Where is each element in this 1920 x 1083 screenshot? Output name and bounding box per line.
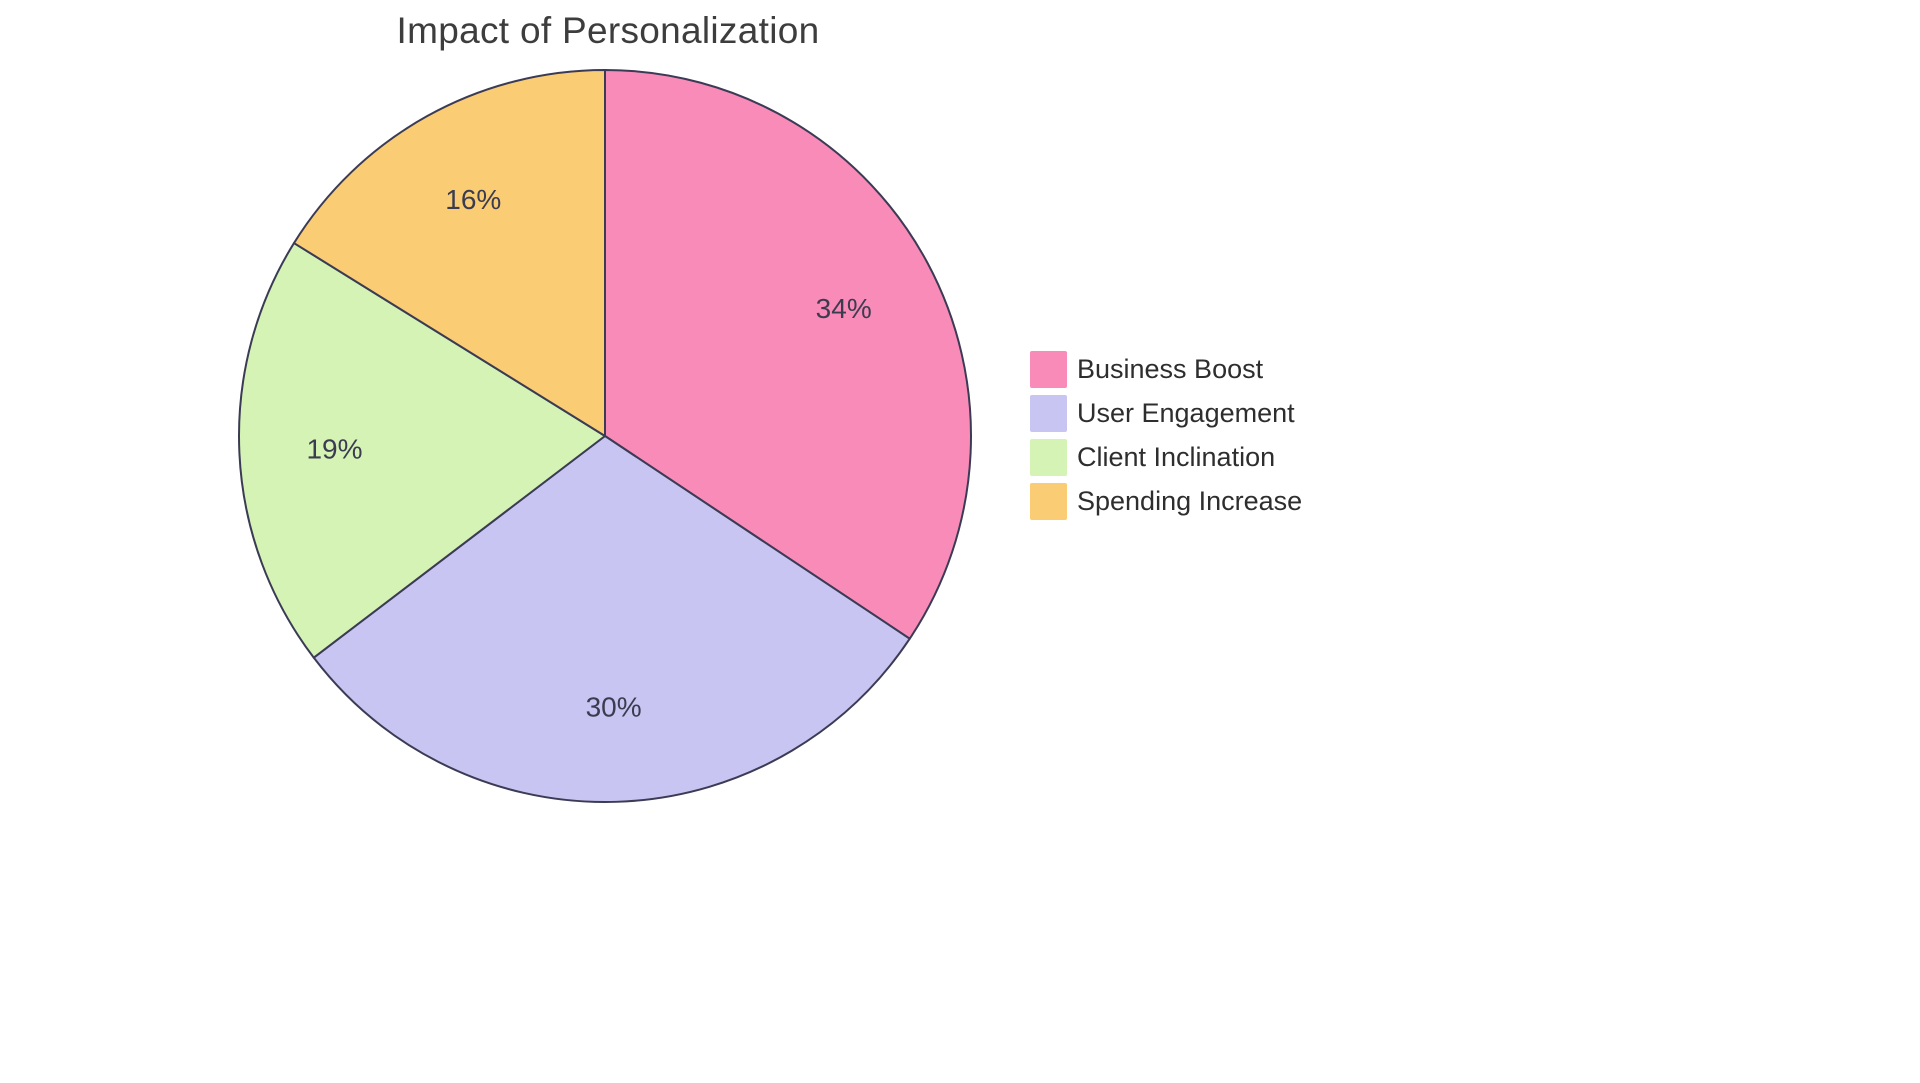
legend-label: Business Boost bbox=[1077, 354, 1264, 384]
legend-swatch-client-inclination bbox=[1030, 439, 1067, 476]
legend-swatch-user-engagement bbox=[1030, 395, 1067, 432]
pie-slice-client-inclination bbox=[238, 242, 606, 659]
legend-label: Client Inclination bbox=[1077, 442, 1276, 472]
legend-label: Spending Increase bbox=[1077, 486, 1303, 516]
legend-swatch-business-boost bbox=[1030, 351, 1067, 388]
pie-slice-user-engagement bbox=[312, 435, 911, 803]
slice-percentage-label: 16% bbox=[445, 184, 501, 215]
pie-slice-spending-increase bbox=[293, 69, 606, 437]
slice-percentage-label: 30% bbox=[586, 692, 642, 723]
slice-percentage-label: 19% bbox=[306, 434, 362, 465]
legend-label: User Engagement bbox=[1077, 398, 1295, 428]
legend: Business Boost User Engagement Client In… bbox=[1030, 351, 1302, 520]
legend-item-user-engagement: User Engagement bbox=[1030, 395, 1302, 432]
legend-item-client-inclination: Client Inclination bbox=[1030, 439, 1302, 476]
legend-item-spending-increase: Spending Increase bbox=[1030, 483, 1302, 520]
legend-item-business-boost: Business Boost bbox=[1030, 351, 1302, 388]
legend-swatch-spending-increase bbox=[1030, 483, 1067, 520]
slice-percentage-label: 34% bbox=[816, 293, 872, 324]
chart-title: Impact of Personalization bbox=[396, 10, 820, 51]
